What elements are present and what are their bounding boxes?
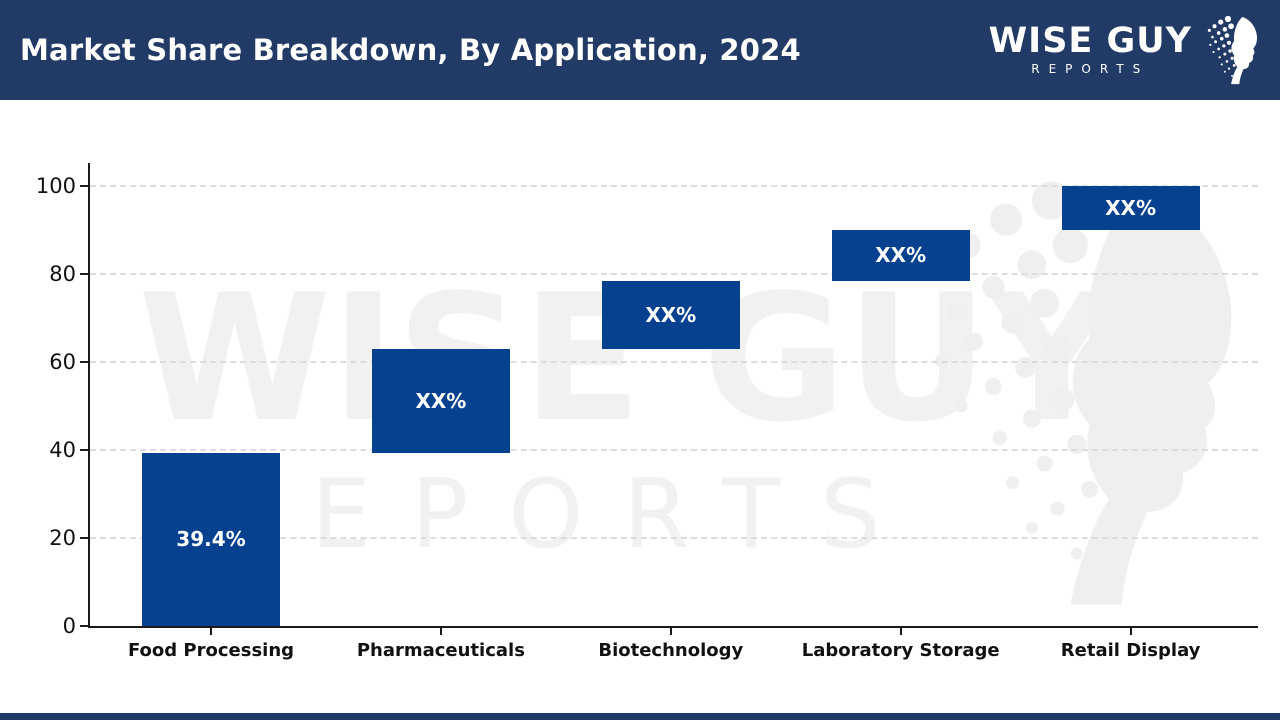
y-tick-mark-100 [80,185,88,187]
y-tick-label-40: 40 [49,438,76,462]
y-tick-label-60: 60 [49,350,76,374]
x-axis-line [88,626,1258,628]
y-tick-mark-40 [80,449,88,451]
x-category-label-laboratory-storage: Laboratory Storage [801,640,1000,661]
x-category-label-food-processing: Food Processing [127,640,295,661]
logo-sub: REPORTS [1031,62,1150,76]
bar-value-label: 39.4% [176,527,246,552]
gridline-60 [90,361,1258,363]
y-tick-mark-20 [80,537,88,539]
bar-retail-display: XX% [1061,186,1200,230]
x-category-label-retail-display: Retail Display [1060,640,1201,661]
bar-biotechnology: XX% [601,280,740,349]
y-tick-mark-60 [80,361,88,363]
y-tick-label-0: 0 [62,614,76,638]
bar-value-label: XX% [645,302,697,327]
y-tick-label-80: 80 [49,262,76,286]
y-tick-label-100: 100 [35,174,76,198]
gridline-40 [90,449,1258,451]
logo-head-icon [1207,15,1257,85]
y-axis-line [88,163,90,628]
watermark-head-icon [925,181,1232,605]
x-tick-mark-biotechnology [669,628,672,635]
bar-value-label: XX% [415,388,467,413]
x-tick-mark-food-processing [210,628,212,635]
y-tick-mark-80 [80,273,88,275]
x-tick-mark-laboratory-storage [899,628,902,635]
bar-food-processing: 39.4% [142,452,280,626]
y-tick-mark-0 [80,625,88,627]
bar-value-label: XX% [875,243,927,268]
x-category-label-pharmaceuticals: Pharmaceuticals [356,640,525,661]
x-category-label-biotechnology: Biotechnology [598,640,744,661]
gridline-100 [90,185,1258,187]
logo-text: WISE GUY REPORTS [988,21,1192,77]
footer-bar [0,713,1280,720]
logo: WISE GUY REPORTS [989,13,1260,87]
watermark-sub: REPORTS [205,460,921,570]
bar-laboratory-storage: XX% [831,230,970,281]
x-tick-mark-retail-display [1129,628,1132,635]
header-bar: Market Share Breakdown, By Application, … [0,0,1280,100]
gridline-80 [90,273,1258,275]
gridline-20 [90,537,1258,539]
logo-name: WISE GUY [988,21,1192,61]
bar-value-label: XX% [1105,196,1157,220]
y-tick-label-20: 20 [49,526,76,550]
x-tick-mark-pharmaceuticals [439,628,442,635]
page-title: Market Share Breakdown, By Application, … [20,33,801,67]
bar-pharmaceuticals: XX% [371,348,510,453]
